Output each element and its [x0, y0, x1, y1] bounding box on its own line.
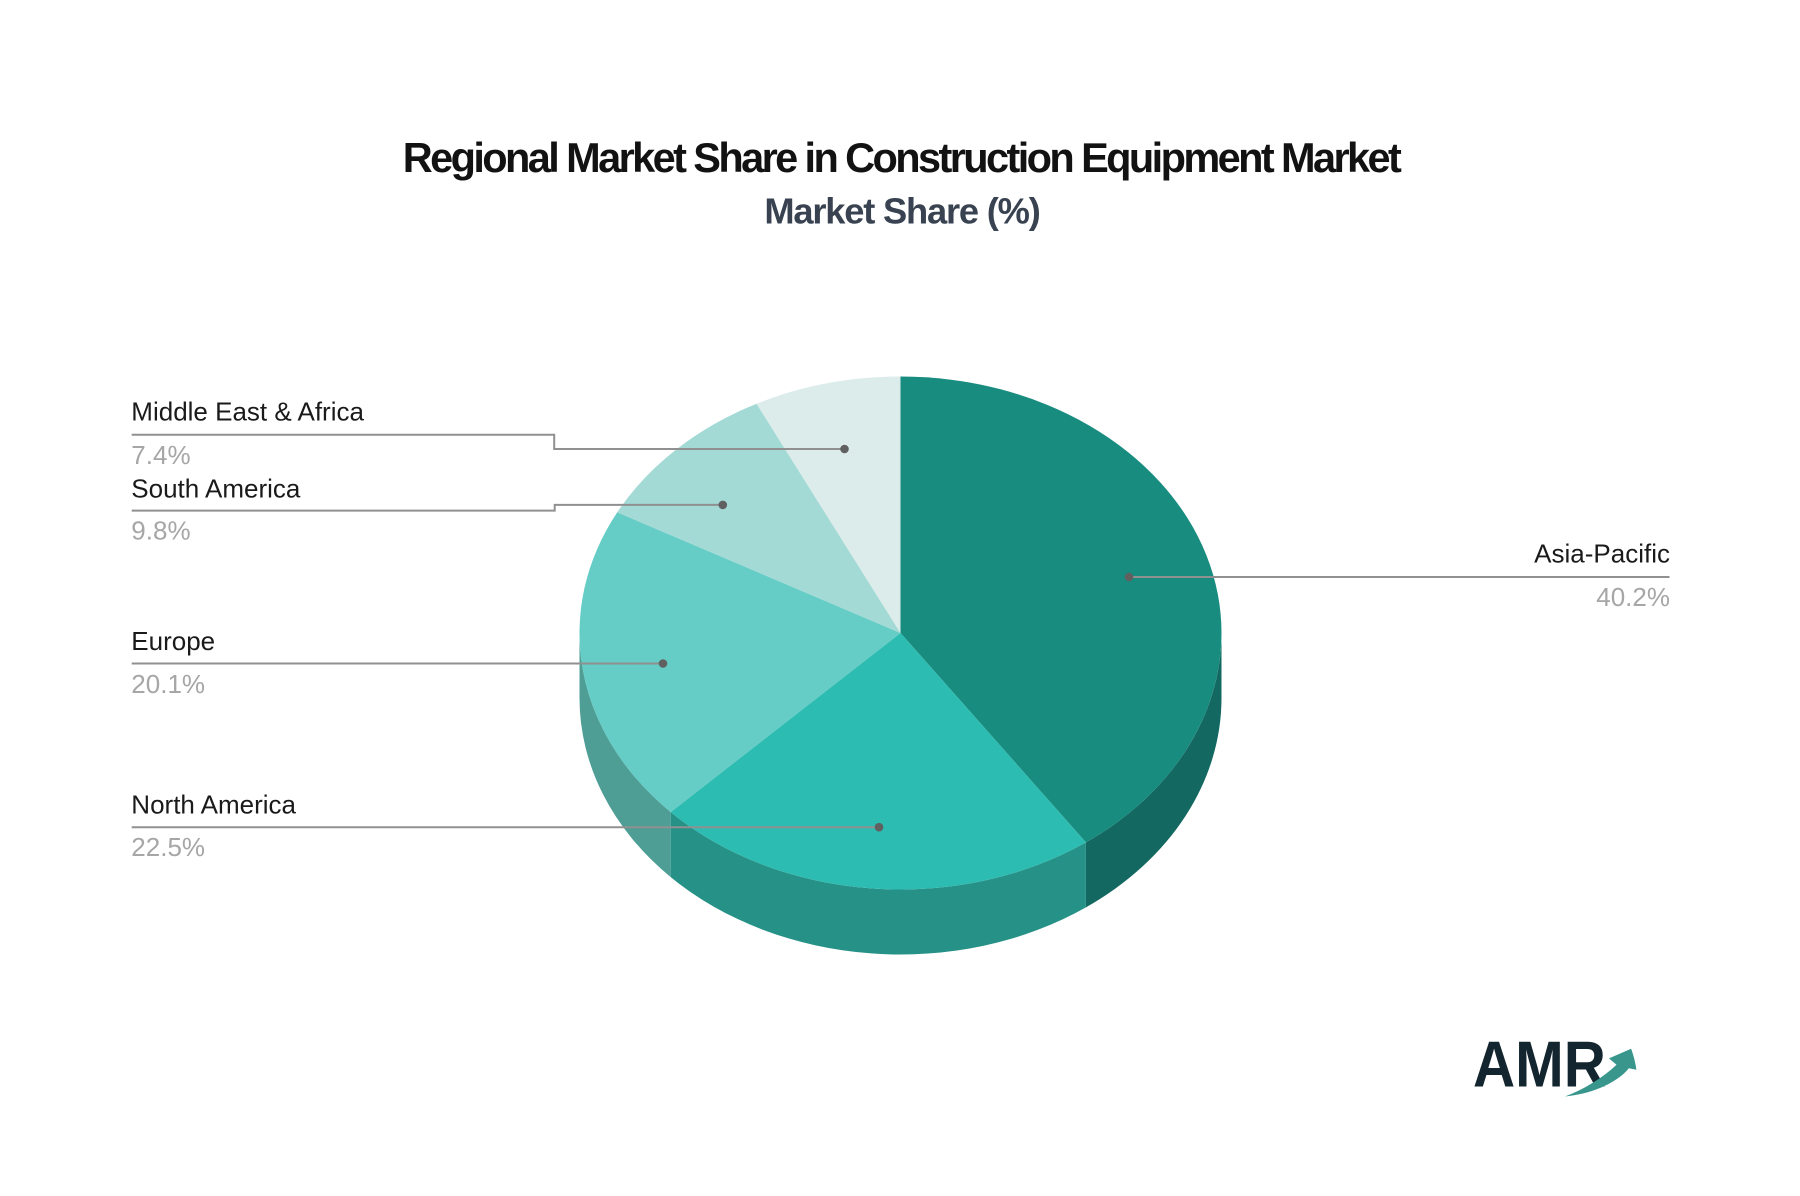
svg-text:South America: South America [131, 474, 301, 504]
svg-text:7.4%: 7.4% [131, 440, 190, 470]
svg-text:Market Share (%): Market Share (%) [764, 191, 1039, 232]
svg-text:22.5%: 22.5% [131, 832, 205, 862]
svg-text:Regional Market Share in Const: Regional Market Share in Construction Eq… [403, 134, 1402, 181]
svg-text:9.8%: 9.8% [131, 516, 190, 546]
svg-text:Asia-Pacific: Asia-Pacific [1534, 539, 1670, 569]
svg-text:Middle East & Africa: Middle East & Africa [131, 397, 364, 427]
svg-text:North America: North America [131, 789, 296, 819]
svg-text:Europe: Europe [131, 626, 215, 656]
svg-text:40.2%: 40.2% [1596, 582, 1670, 612]
svg-text:20.1%: 20.1% [131, 669, 205, 699]
